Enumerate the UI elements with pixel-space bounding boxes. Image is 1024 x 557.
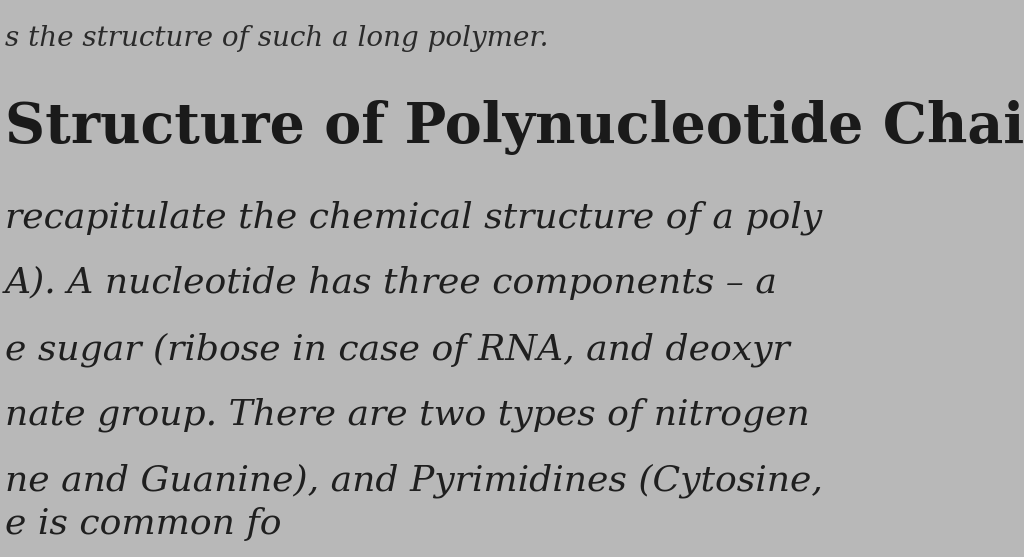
- Text: e is common fo: e is common fo: [5, 507, 282, 541]
- Text: s the structure of such a long polymer.: s the structure of such a long polymer.: [5, 25, 549, 52]
- Text: A). A nucleotide has three components – a: A). A nucleotide has three components – …: [5, 266, 778, 300]
- Text: nate group. There are two types of nitrogen: nate group. There are two types of nitro…: [5, 398, 810, 432]
- Text: ne and Guanine), and Pyrimidines (Cytosine,: ne and Guanine), and Pyrimidines (Cytosi…: [5, 463, 823, 498]
- Text: Structure of Polynucleotide Chain: Structure of Polynucleotide Chain: [5, 100, 1024, 155]
- Text: recapitulate the chemical structure of a poly: recapitulate the chemical structure of a…: [5, 201, 822, 235]
- Text: e sugar (ribose in case of RNA, and deoxyr: e sugar (ribose in case of RNA, and deox…: [5, 332, 790, 367]
